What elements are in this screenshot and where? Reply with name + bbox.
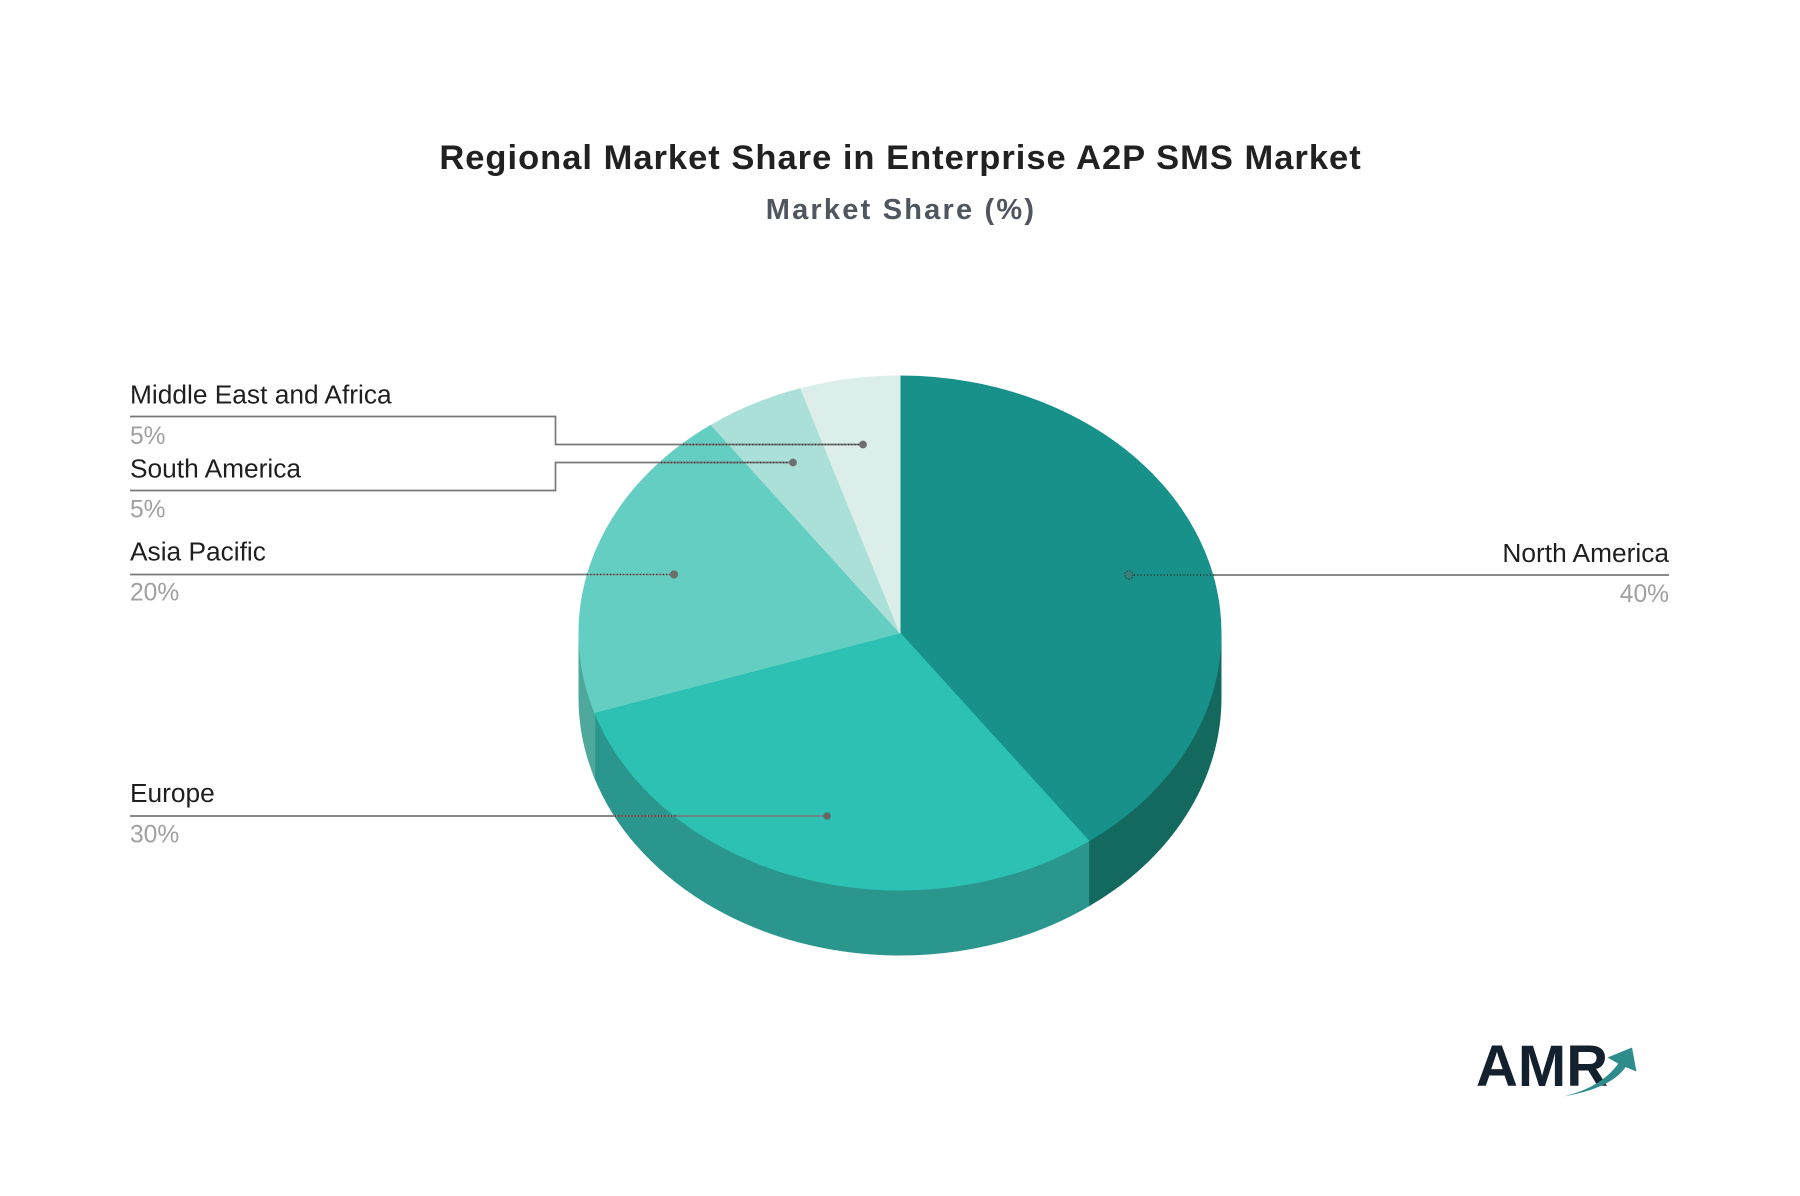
svg-text:Asia Pacific: Asia Pacific <box>130 537 266 567</box>
svg-text:South America: South America <box>130 454 301 484</box>
svg-text:Market Share (%): Market Share (%) <box>766 194 1037 226</box>
svg-text:Middle East and Africa: Middle East and Africa <box>130 380 392 410</box>
svg-text:Europe: Europe <box>130 778 215 808</box>
svg-text:30%: 30% <box>130 822 179 849</box>
svg-text:Regional Market Share in Enter: Regional Market Share in Enterprise A2P … <box>439 139 1361 177</box>
svg-text:20%: 20% <box>130 580 179 607</box>
svg-text:North America: North America <box>1502 538 1669 568</box>
svg-text:40%: 40% <box>1620 581 1669 608</box>
svg-text:5%: 5% <box>130 423 166 450</box>
svg-text:AMR: AMR <box>1476 1034 1608 1099</box>
svg-text:5%: 5% <box>130 497 166 524</box>
